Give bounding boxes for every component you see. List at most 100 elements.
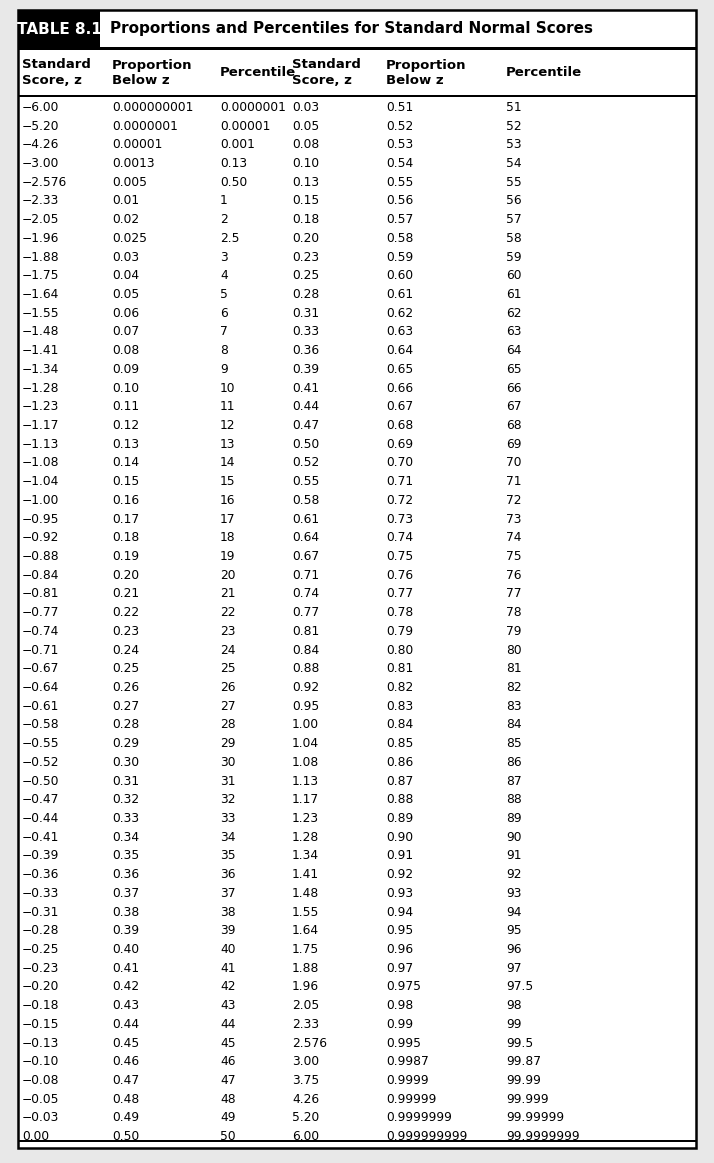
Text: −1.04: −1.04	[22, 476, 59, 488]
Text: 10: 10	[220, 381, 236, 394]
Text: 99: 99	[506, 1018, 521, 1030]
Text: −0.25: −0.25	[22, 943, 59, 956]
Text: 94: 94	[506, 906, 521, 919]
Text: 0.17: 0.17	[112, 513, 139, 526]
Text: 0.74: 0.74	[292, 587, 319, 600]
Text: 41: 41	[220, 962, 236, 975]
Text: 2.576: 2.576	[292, 1036, 327, 1049]
Text: 76: 76	[506, 569, 521, 582]
Text: 39: 39	[220, 925, 236, 937]
Text: 2: 2	[220, 213, 228, 226]
Text: 9: 9	[220, 363, 228, 376]
Text: −5.20: −5.20	[22, 120, 59, 133]
Text: 29: 29	[220, 737, 236, 750]
Text: 99.9999999: 99.9999999	[506, 1130, 580, 1143]
Text: 0.74: 0.74	[386, 531, 413, 544]
Text: 3.00: 3.00	[292, 1055, 319, 1069]
Text: 0.32: 0.32	[112, 793, 139, 806]
Text: 0.60: 0.60	[386, 270, 413, 283]
Text: 0.93: 0.93	[386, 887, 413, 900]
Text: 95: 95	[506, 925, 522, 937]
Text: 64: 64	[506, 344, 521, 357]
Text: −0.33: −0.33	[22, 887, 59, 900]
Bar	[18, 1140, 696, 1142]
Text: 0.22: 0.22	[112, 606, 139, 619]
Text: 4: 4	[220, 270, 228, 283]
Text: 0.40: 0.40	[112, 943, 139, 956]
Text: 0.71: 0.71	[292, 569, 319, 582]
Text: 0.76: 0.76	[386, 569, 413, 582]
Text: 21: 21	[220, 587, 236, 600]
Text: 0.36: 0.36	[292, 344, 319, 357]
Text: 0.50: 0.50	[220, 176, 247, 188]
Text: 0.77: 0.77	[386, 587, 413, 600]
Text: −2.576: −2.576	[22, 176, 67, 188]
Text: 0.54: 0.54	[386, 157, 413, 170]
Text: −1.08: −1.08	[22, 456, 59, 470]
Text: 0.025: 0.025	[112, 231, 147, 245]
Text: 66: 66	[506, 381, 521, 394]
Text: 0.18: 0.18	[112, 531, 139, 544]
Text: 80: 80	[506, 643, 522, 657]
Text: 0.21: 0.21	[112, 587, 139, 600]
Text: Proportion
Below z: Proportion Below z	[386, 58, 466, 87]
Text: 0.0000001: 0.0000001	[220, 101, 286, 114]
Text: −3.00: −3.00	[22, 157, 59, 170]
Text: 77: 77	[506, 587, 521, 600]
Text: 30: 30	[220, 756, 236, 769]
Text: 0.64: 0.64	[292, 531, 319, 544]
Text: 0.20: 0.20	[292, 231, 319, 245]
Text: 14: 14	[220, 456, 236, 470]
Text: 0.01: 0.01	[112, 194, 139, 207]
Text: 34: 34	[220, 830, 236, 843]
Text: 79: 79	[506, 625, 521, 637]
Text: 0.55: 0.55	[386, 176, 413, 188]
Text: 0.48: 0.48	[112, 1093, 139, 1106]
Text: 0.28: 0.28	[292, 288, 319, 301]
Text: −0.31: −0.31	[22, 906, 59, 919]
Text: 0.995: 0.995	[386, 1036, 421, 1049]
Text: 74: 74	[506, 531, 521, 544]
Text: 90: 90	[506, 830, 521, 843]
Text: 0.90: 0.90	[386, 830, 413, 843]
Text: 0.08: 0.08	[112, 344, 139, 357]
Text: 0.29: 0.29	[112, 737, 139, 750]
Text: 0.000000001: 0.000000001	[112, 101, 193, 114]
Text: −0.10: −0.10	[22, 1055, 59, 1069]
Text: −1.96: −1.96	[22, 231, 59, 245]
Text: −0.36: −0.36	[22, 868, 59, 882]
Text: −0.28: −0.28	[22, 925, 59, 937]
Text: 0.58: 0.58	[292, 494, 319, 507]
Text: 1.23: 1.23	[292, 812, 319, 825]
Text: 16: 16	[220, 494, 236, 507]
Text: 0.84: 0.84	[386, 719, 413, 732]
Text: Percentile: Percentile	[220, 66, 296, 79]
Text: 0.81: 0.81	[386, 662, 413, 676]
Text: 0.45: 0.45	[112, 1036, 139, 1049]
Text: 0.33: 0.33	[292, 326, 319, 338]
Text: 0.92: 0.92	[386, 868, 413, 882]
Text: 0.23: 0.23	[112, 625, 139, 637]
Text: 0.44: 0.44	[112, 1018, 139, 1030]
Text: −0.55: −0.55	[22, 737, 60, 750]
Text: 5: 5	[220, 288, 228, 301]
Text: −0.71: −0.71	[22, 643, 59, 657]
Text: 88: 88	[506, 793, 522, 806]
Text: −2.05: −2.05	[22, 213, 59, 226]
Text: 1.64: 1.64	[292, 925, 319, 937]
Text: 0.20: 0.20	[112, 569, 139, 582]
Text: 58: 58	[506, 231, 522, 245]
Text: −0.88: −0.88	[22, 550, 60, 563]
Text: 0.10: 0.10	[112, 381, 139, 394]
Text: 1.17: 1.17	[292, 793, 319, 806]
Text: 97.5: 97.5	[506, 980, 533, 993]
Text: 87: 87	[506, 775, 522, 787]
Text: 68: 68	[506, 419, 522, 431]
Text: 0.005: 0.005	[112, 176, 147, 188]
Text: 0.10: 0.10	[292, 157, 319, 170]
Text: 99.5: 99.5	[506, 1036, 533, 1049]
Text: 0.85: 0.85	[386, 737, 413, 750]
Text: −0.52: −0.52	[22, 756, 59, 769]
Text: 0.55: 0.55	[292, 476, 319, 488]
Text: 0.70: 0.70	[386, 456, 413, 470]
